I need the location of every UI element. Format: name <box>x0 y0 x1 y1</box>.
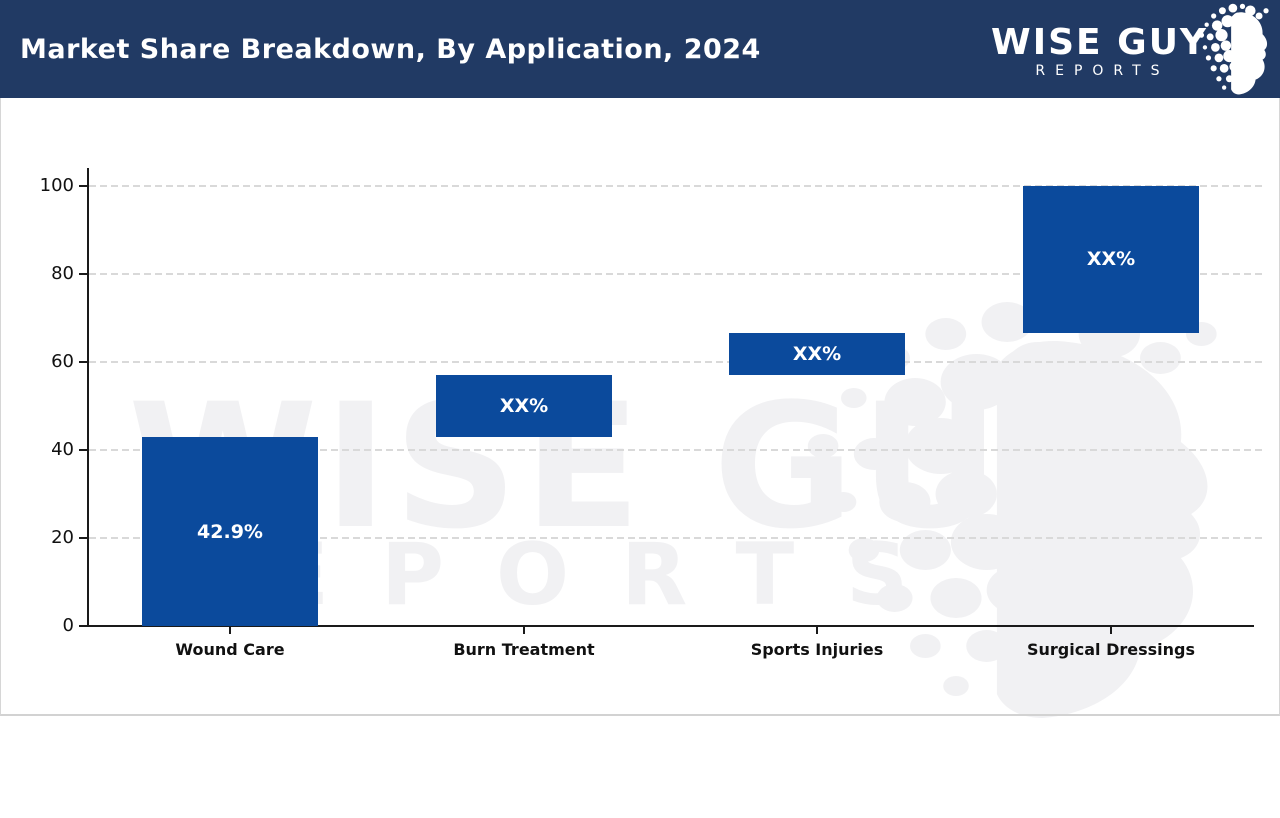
brand-logo: WISE GUY REPORTS <box>990 3 1272 98</box>
brand-subname: REPORTS <box>1035 62 1170 79</box>
brand-head-icon <box>1198 3 1269 95</box>
brand-logo-text: WISE GUY REPORTS <box>990 21 1208 79</box>
page: Market Share Breakdown, By Application, … <box>0 0 1280 720</box>
watermark-text: WISE GUY <box>128 366 1137 567</box>
watermark: WISE GUY REPORTS <box>0 98 1280 818</box>
watermark-subtext: REPORTS <box>152 525 961 625</box>
page-title: Market Share Breakdown, By Application, … <box>20 34 761 65</box>
header: Market Share Breakdown, By Application, … <box>0 0 1280 98</box>
brand-name: WISE GUY <box>990 21 1208 63</box>
watermark-head-icon <box>807 302 1217 718</box>
chart-area: WISE GUY REPORTS <box>0 98 1280 720</box>
